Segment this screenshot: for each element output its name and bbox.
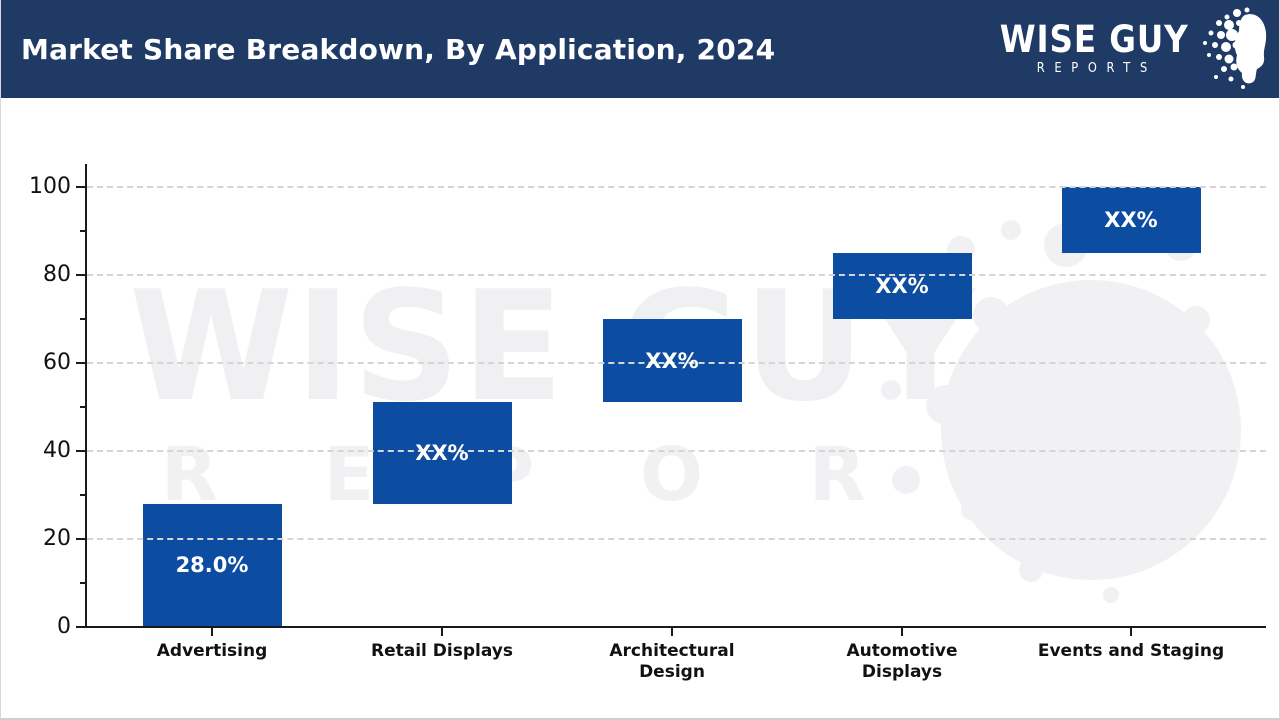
page-title: Market Share Breakdown, By Application, … xyxy=(21,32,776,66)
x-category-label: Events and Staging xyxy=(1037,641,1225,661)
gridline-20 xyxy=(87,537,1266,540)
x-tick-5 xyxy=(1130,628,1132,636)
bar-value-label: 28.0% xyxy=(175,553,249,578)
bar-value-label: XX% xyxy=(875,273,929,298)
bar-retail-displays xyxy=(372,402,512,504)
x-tick-4 xyxy=(901,628,903,636)
bar-value-label: XX% xyxy=(645,348,699,373)
bar-value-label: XX% xyxy=(415,440,469,465)
gridline-100 xyxy=(87,185,1266,188)
y-tick-label: 20 xyxy=(43,525,71,551)
x-category-label: Automotive Displays xyxy=(846,641,958,682)
header-bar: Market Share Breakdown, By Application, … xyxy=(1,0,1279,98)
x-tick-1 xyxy=(211,628,213,636)
chart-plot-area: 28.0% XX% XX% XX% XX% 0 20 40 60 80 100 Advertising… xyxy=(1,98,1279,718)
logo-wordmark: WISE GUY xyxy=(1000,18,1189,61)
x-axis-line xyxy=(85,626,1266,628)
y-tick-40 xyxy=(76,449,85,452)
wiseguy-logo: WISE GUY REPORTS xyxy=(974,6,1269,92)
dotted-face-icon xyxy=(1203,7,1267,89)
y-tick-label: 40 xyxy=(43,437,71,463)
x-tick-3 xyxy=(671,628,673,636)
x-category-label: Advertising xyxy=(156,641,268,661)
y-minor-tick-70 xyxy=(80,317,85,320)
wiseguy-logo-text: WISE GUY REPORTS xyxy=(1000,21,1189,77)
y-tick-label: 60 xyxy=(43,349,71,375)
bar-value-label: XX% xyxy=(1104,207,1158,232)
y-tick-80 xyxy=(76,273,85,276)
gridline-60 xyxy=(87,361,1266,364)
gridline-80 xyxy=(87,273,1266,276)
x-category-label: Architectural Design xyxy=(609,641,735,682)
y-tick-60 xyxy=(76,361,85,364)
y-tick-label: 0 xyxy=(57,613,71,639)
logo-subtext: REPORTS xyxy=(1037,61,1158,76)
y-tick-20 xyxy=(76,537,85,540)
y-tick-label: 80 xyxy=(43,261,71,287)
y-tick-0 xyxy=(76,625,85,628)
y-minor-tick-90 xyxy=(80,229,85,232)
y-tick-label: 100 xyxy=(29,173,71,199)
y-minor-tick-50 xyxy=(80,405,85,408)
bar-architectural-design xyxy=(602,318,742,403)
y-axis-line xyxy=(85,164,87,628)
x-tick-2 xyxy=(441,628,443,636)
x-category-label: Retail Displays xyxy=(371,641,513,661)
y-tick-100 xyxy=(76,185,85,188)
gridline-40 xyxy=(87,449,1266,452)
y-minor-tick-30 xyxy=(80,493,85,496)
y-minor-tick-10 xyxy=(80,581,85,584)
bar-advertising xyxy=(142,503,282,627)
